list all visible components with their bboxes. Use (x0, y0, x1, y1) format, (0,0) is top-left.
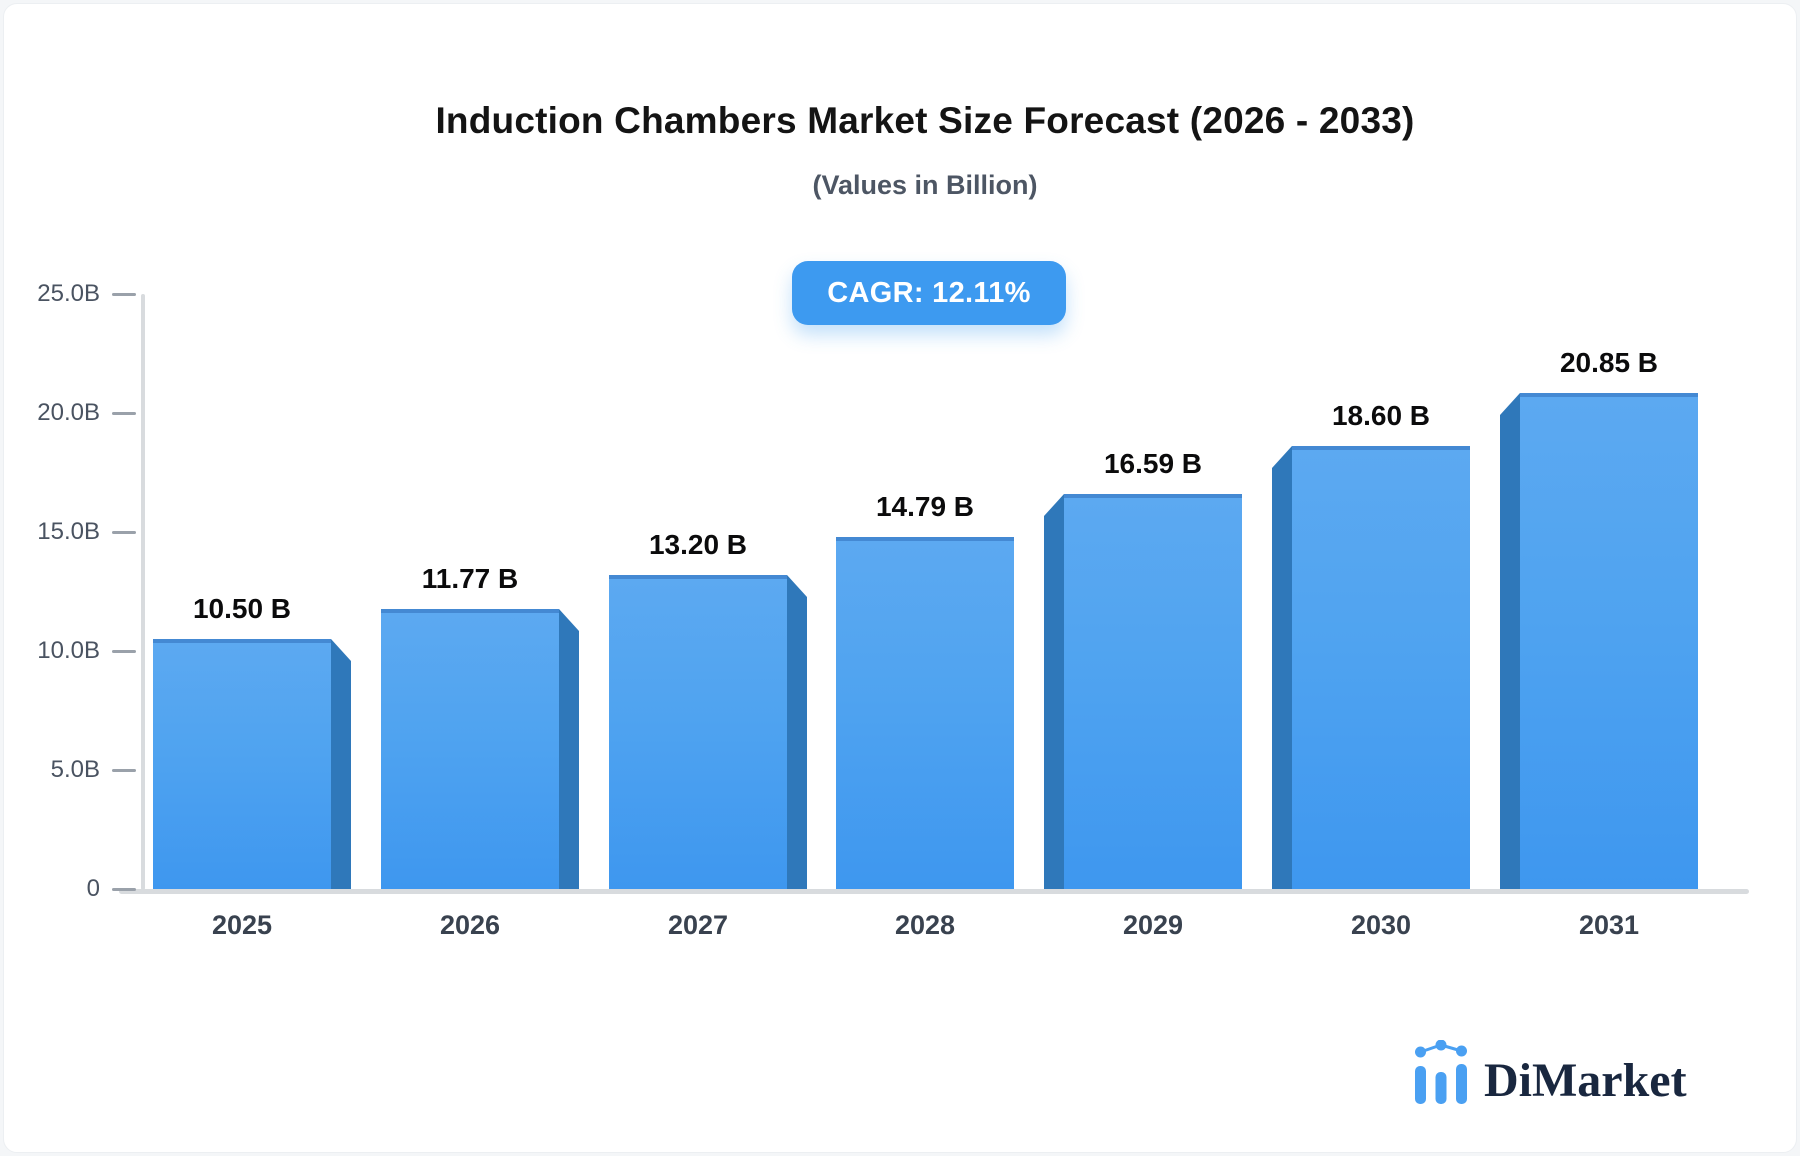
y-tick-mark (112, 530, 136, 534)
x-axis-label-2029: 2029 (1122, 910, 1184, 940)
chart-title: Induction Chambers Market Size Forecast … (435, 100, 1415, 141)
y-tick-label-20.0B: 20.0B (37, 399, 100, 426)
bar-side (559, 609, 579, 889)
y-tick-mark (112, 887, 136, 891)
bar-side (331, 639, 351, 889)
x-axis-label-2031: 2031 (1578, 910, 1640, 940)
bar-face (1292, 446, 1470, 889)
bar-2026 (381, 609, 579, 889)
bar-2030 (1272, 446, 1470, 889)
chart-card: Induction Chambers Market Size Forecast … (3, 3, 1797, 1153)
brand-logo: DiMarket (1412, 1040, 1687, 1108)
bar-face (1064, 494, 1242, 889)
bar-value-label-2029: 16.59 B (1103, 448, 1203, 479)
x-axis-label-2026: 2026 (439, 910, 501, 940)
bar-value-label-2027: 13.20 B (648, 529, 748, 560)
y-tick-mark (112, 768, 136, 772)
bar-side (1272, 446, 1292, 889)
x-axis-label-2030: 2030 (1350, 910, 1412, 940)
dimarket-icon (1415, 1040, 1467, 1104)
x-axis-label-2027: 2027 (667, 910, 729, 940)
y-axis-line (141, 294, 145, 890)
chart-subtitle: (Values in Billion) (812, 170, 1038, 200)
bar-2031 (1500, 393, 1698, 889)
bar-side (1044, 494, 1064, 889)
bar-value-label-2028: 14.79 B (875, 491, 975, 522)
x-axis-line (119, 889, 1749, 894)
y-tick-mark (112, 411, 136, 415)
bar-value-label-2031: 20.85 B (1559, 347, 1659, 378)
bar-2025 (153, 639, 351, 889)
brand-name: DiMarket (1484, 1054, 1687, 1108)
cagr-badge: CAGR: 12.11% (792, 261, 1066, 325)
bar-face (836, 537, 1014, 889)
cagr-badge-label: CAGR: 12.11% (827, 276, 1031, 309)
y-tick-label-0: 0 (86, 875, 100, 902)
y-tick-mark (112, 649, 136, 653)
bar-side (1500, 393, 1520, 889)
y-tick-label-10.0B: 10.0B (37, 637, 100, 664)
bar-2027 (609, 575, 807, 889)
bar-face (153, 639, 331, 889)
x-axis-label-2025: 2025 (211, 910, 273, 940)
bar-face (1520, 393, 1698, 889)
bar-face (381, 609, 559, 889)
plot-area: 25.0B 20.0B 15.0B 10.0B 5.0B 0 10.50 B 2025 11.7… (4, 4, 1796, 1152)
bar-2029 (1044, 494, 1242, 889)
bar-2028 (836, 537, 1014, 889)
y-tick-mark (112, 292, 136, 296)
y-tick-label-15.0B: 15.0B (37, 518, 100, 545)
bar-face (609, 575, 787, 889)
bar-value-label-2025: 10.50 B (192, 593, 292, 624)
y-tick-label-5.0B: 5.0B (50, 756, 100, 783)
bar-side (787, 575, 807, 889)
bar-value-label-2026: 11.77 B (421, 563, 519, 594)
x-axis-label-2028: 2028 (894, 910, 956, 940)
y-tick-label-25.0B: 25.0B (37, 280, 100, 307)
bar-value-label-2030: 18.60 B (1331, 400, 1431, 431)
